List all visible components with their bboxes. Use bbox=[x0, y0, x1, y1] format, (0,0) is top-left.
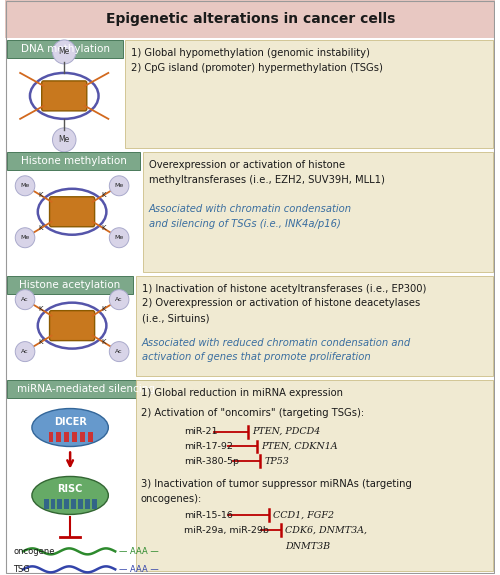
Bar bbox=[85, 500, 89, 509]
Text: DNMT3B: DNMT3B bbox=[284, 542, 330, 551]
Text: 1) Global reduction in miRNA expression: 1) Global reduction in miRNA expression bbox=[140, 388, 342, 397]
FancyBboxPatch shape bbox=[6, 0, 496, 38]
Text: Epigenetic alterations in cancer cells: Epigenetic alterations in cancer cells bbox=[106, 12, 395, 26]
FancyBboxPatch shape bbox=[136, 380, 494, 572]
Text: Me: Me bbox=[114, 235, 124, 240]
Text: Me: Me bbox=[114, 183, 124, 188]
Text: K: K bbox=[38, 225, 43, 231]
Text: DICER: DICER bbox=[54, 416, 86, 427]
Circle shape bbox=[110, 290, 129, 310]
Text: Overexpression or activation of histone
methyltransferases (i.e., EZH2, SUV39H, : Overexpression or activation of histone … bbox=[148, 160, 384, 185]
Text: — AAA —: — AAA — bbox=[119, 547, 159, 556]
Text: Me: Me bbox=[20, 183, 30, 188]
Text: CCD1, FGF2: CCD1, FGF2 bbox=[273, 511, 334, 520]
Text: CDK6, DNMT3A,: CDK6, DNMT3A, bbox=[284, 526, 366, 535]
Text: Ac: Ac bbox=[21, 349, 29, 354]
FancyBboxPatch shape bbox=[50, 310, 94, 340]
Bar bbox=[64, 500, 69, 509]
FancyBboxPatch shape bbox=[50, 197, 94, 227]
Text: miRNA-mediated silencing: miRNA-mediated silencing bbox=[17, 384, 155, 393]
Bar bbox=[56, 431, 62, 442]
Bar bbox=[72, 431, 77, 442]
Text: Ac: Ac bbox=[116, 349, 123, 354]
Text: PTEN, PDCD4: PTEN, PDCD4 bbox=[252, 427, 320, 436]
Text: 1) Inactivation of histone acetyltransferases (i.e., EP300)
2) Overexpression or: 1) Inactivation of histone acetyltransfe… bbox=[142, 283, 426, 323]
Bar bbox=[64, 431, 69, 442]
Text: Ac: Ac bbox=[21, 297, 29, 302]
Bar bbox=[78, 500, 83, 509]
Text: PTEN, CDKN1A: PTEN, CDKN1A bbox=[262, 442, 338, 451]
Bar bbox=[58, 500, 62, 509]
Text: K: K bbox=[101, 225, 105, 231]
Bar bbox=[88, 431, 92, 442]
Text: — AAA —: — AAA — bbox=[119, 565, 159, 574]
Text: Me: Me bbox=[20, 235, 30, 240]
Ellipse shape bbox=[32, 409, 108, 447]
Circle shape bbox=[52, 40, 76, 64]
Bar bbox=[71, 500, 76, 509]
Text: K: K bbox=[101, 306, 105, 312]
Text: K: K bbox=[101, 193, 105, 198]
Text: Associated with reduced chromatin condensation and
activation of genes that prom: Associated with reduced chromatin conden… bbox=[142, 338, 411, 362]
Text: K: K bbox=[38, 193, 43, 198]
Circle shape bbox=[52, 128, 76, 152]
Text: K: K bbox=[101, 339, 105, 345]
Text: 2) Activation of "oncomirs" (targeting TSGs):: 2) Activation of "oncomirs" (targeting T… bbox=[140, 408, 364, 417]
Bar bbox=[48, 431, 54, 442]
Text: 3) Inactivation of tumor suppressor miRNAs (targeting
oncogenes):: 3) Inactivation of tumor suppressor miRN… bbox=[140, 480, 411, 504]
Bar bbox=[92, 500, 96, 509]
Text: miR-21: miR-21 bbox=[184, 427, 218, 436]
Text: Me: Me bbox=[58, 135, 70, 144]
Bar bbox=[50, 500, 56, 509]
Text: miR-17-92: miR-17-92 bbox=[184, 442, 232, 451]
Text: miR-29a, miR-29b: miR-29a, miR-29b bbox=[184, 526, 268, 535]
Text: RISC: RISC bbox=[58, 485, 83, 494]
FancyBboxPatch shape bbox=[142, 152, 494, 272]
Ellipse shape bbox=[32, 477, 108, 515]
Bar bbox=[80, 431, 85, 442]
Text: Me: Me bbox=[58, 48, 70, 56]
Text: Associated with chromatin condensation
and silencing of TSGs (i.e., INK4a/p16): Associated with chromatin condensation a… bbox=[148, 204, 352, 229]
Text: 1) Global hypomethylation (genomic instability)
2) CpG island (promoter) hyperme: 1) Global hypomethylation (genomic insta… bbox=[131, 48, 383, 73]
Circle shape bbox=[15, 176, 35, 196]
FancyBboxPatch shape bbox=[8, 40, 123, 58]
Bar bbox=[44, 500, 49, 509]
Text: miR-380-5p: miR-380-5p bbox=[184, 457, 239, 466]
Text: DNA methylation: DNA methylation bbox=[20, 44, 110, 54]
FancyBboxPatch shape bbox=[136, 275, 494, 375]
Circle shape bbox=[15, 342, 35, 362]
Circle shape bbox=[15, 290, 35, 310]
Text: K: K bbox=[38, 306, 43, 312]
Text: K: K bbox=[38, 339, 43, 345]
Circle shape bbox=[15, 228, 35, 248]
Text: oncogene: oncogene bbox=[14, 547, 55, 556]
Text: TP53: TP53 bbox=[264, 457, 289, 466]
Circle shape bbox=[110, 228, 129, 248]
Text: Histone methylation: Histone methylation bbox=[20, 156, 126, 166]
Text: miR-15-16: miR-15-16 bbox=[184, 511, 232, 520]
Text: Ac: Ac bbox=[116, 297, 123, 302]
FancyBboxPatch shape bbox=[42, 81, 87, 111]
Text: Histone acetylation: Histone acetylation bbox=[20, 279, 120, 290]
Circle shape bbox=[110, 342, 129, 362]
FancyBboxPatch shape bbox=[8, 152, 140, 170]
Circle shape bbox=[110, 176, 129, 196]
FancyBboxPatch shape bbox=[8, 275, 133, 294]
FancyBboxPatch shape bbox=[125, 40, 494, 148]
FancyBboxPatch shape bbox=[8, 380, 164, 397]
Text: TSG: TSG bbox=[14, 565, 30, 574]
